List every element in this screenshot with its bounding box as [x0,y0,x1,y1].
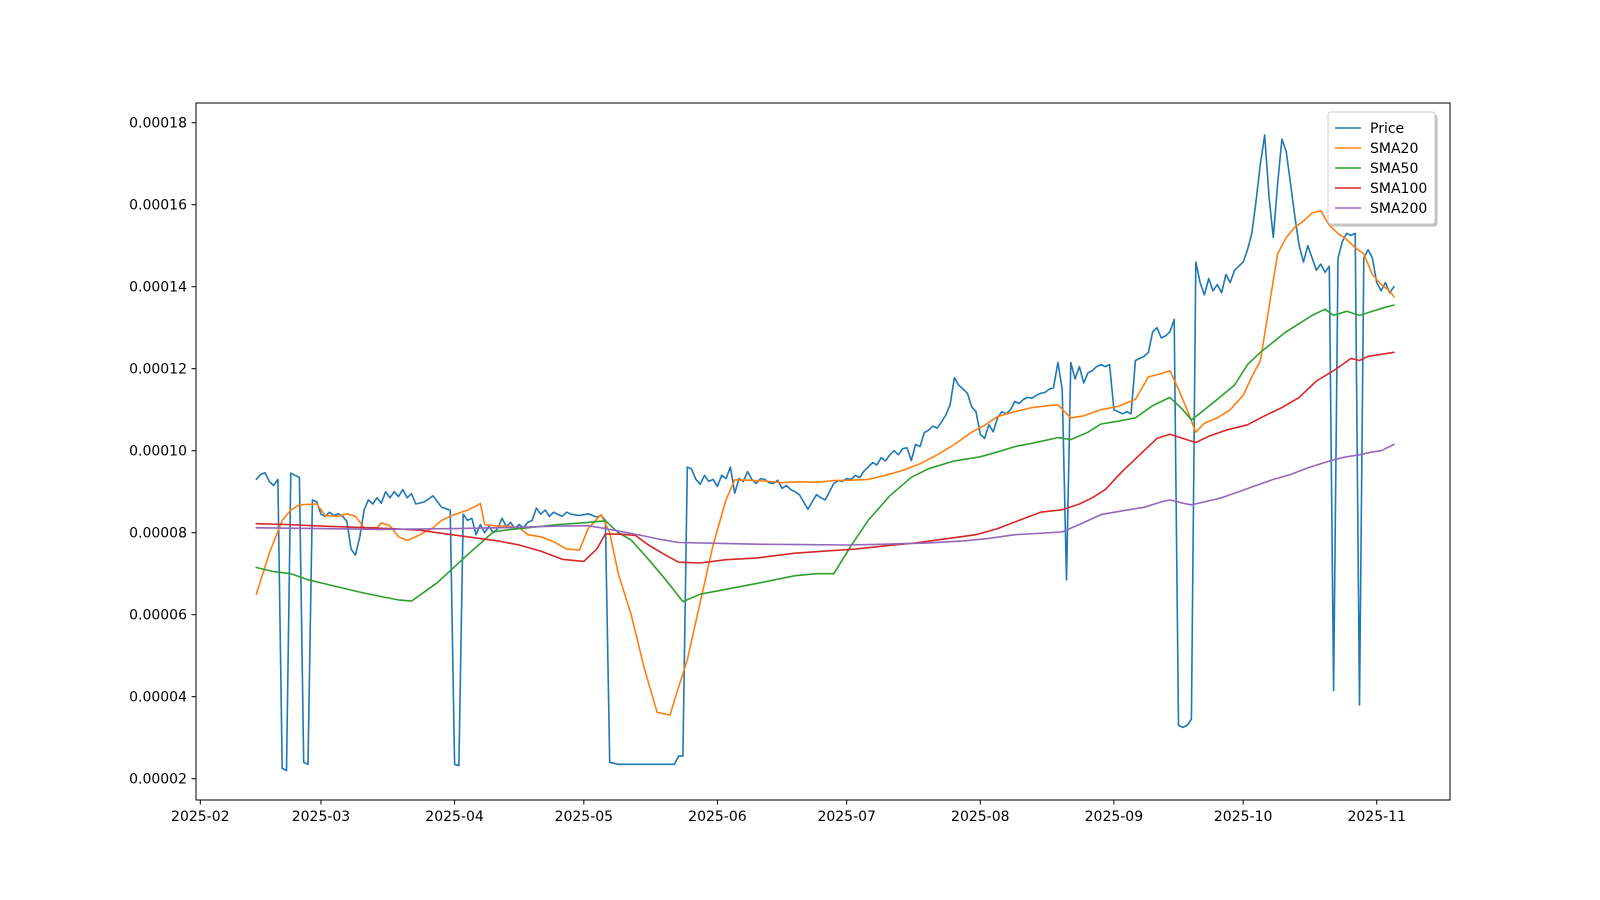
legend-label: SMA200 [1370,201,1427,217]
plot-area [196,103,1450,800]
plot-border [195,102,1451,801]
x-tick-label: 2025-11 [1347,809,1406,825]
y-tick-label: 0.00016 [129,198,187,214]
y-tick-label: 0.00002 [129,772,187,788]
y-tick-label: 0.00004 [129,690,187,706]
x-tick-label: 2025-03 [292,809,351,825]
sma200-line [255,443,1395,546]
legend-label: SMA20 [1370,141,1418,157]
x-tick-label: 2025-09 [1085,809,1144,825]
legend-label: SMA100 [1370,181,1427,197]
sma100-line [255,351,1395,564]
y-tick-label: 0.00010 [129,444,187,460]
x-tick-label: 2025-07 [817,809,876,825]
legend-entry-sma100: SMA100 [1335,181,1427,197]
legend-label: Price [1370,121,1404,137]
y-tick-label: 0.00018 [129,116,187,132]
x-tick-label: 2025-05 [555,809,614,825]
legend-entry-sma20: SMA20 [1335,141,1418,157]
sma50-line [255,304,1395,603]
legend: Price SMA20 SMA50 SMA100 SMA200 [1327,111,1438,227]
legend-entry-sma50: SMA50 [1335,161,1418,177]
legend-entry-sma200: SMA200 [1335,201,1427,217]
legend-label: SMA50 [1370,161,1418,177]
x-tick-label: 2025-08 [951,809,1010,825]
x-tick-label: 2025-06 [688,809,747,825]
y-tick-label: 0.00014 [129,280,187,296]
x-tick-label: 2025-02 [171,809,230,825]
x-tick-label: 2025-10 [1214,809,1273,825]
axes: 2025-02 2025-03 2025-04 2025-05 2025-06 2025-… [129,102,1451,825]
price-line [255,134,1395,772]
legend-entry-price: Price [1335,121,1404,137]
y-tick-label: 0.00012 [129,362,187,378]
legend-box [1327,111,1436,225]
y-tick-label: 0.00006 [129,608,187,624]
x-tick-label: 2025-04 [425,809,484,825]
series-lines [255,134,1395,772]
y-tick-label: 0.00008 [129,526,187,542]
